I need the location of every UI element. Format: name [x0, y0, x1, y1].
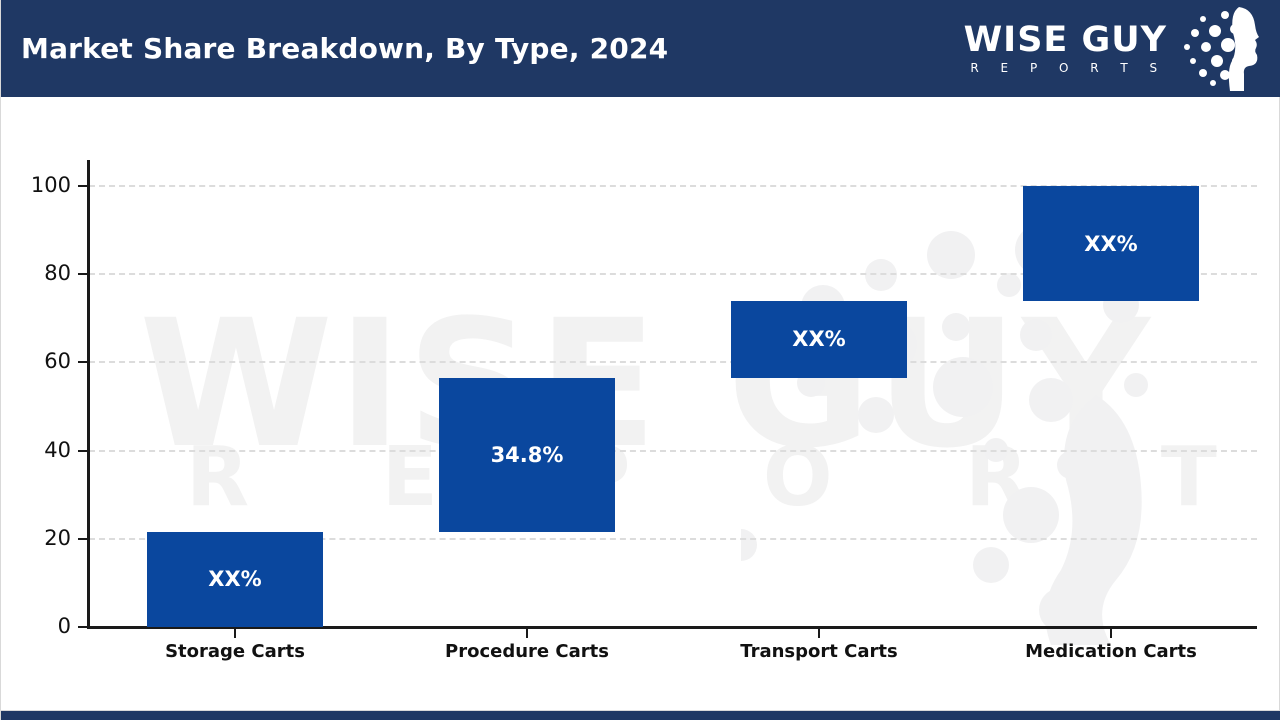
- x-category-label: Medication Carts: [1025, 641, 1197, 662]
- bar-medication-carts: XX%: [1023, 186, 1199, 302]
- waterfall-chart: 0 20 40 60 80 100 XX% Storage Carts 34.8% Procedu…: [1, 97, 1280, 710]
- x-category-label: Storage Carts: [165, 641, 305, 662]
- footer-divider: [1, 710, 1280, 711]
- bar-value-label: XX%: [792, 327, 846, 352]
- y-tick-mark-100: [78, 185, 87, 187]
- brand-name: WISE GUY: [963, 20, 1167, 60]
- x-axis-line: [87, 626, 1257, 629]
- bar-value-label: XX%: [1084, 231, 1138, 256]
- y-tick-mark-40: [78, 449, 87, 452]
- y-tick-label: 40: [44, 437, 71, 462]
- brand-subtitle: R E P O R T S: [970, 61, 1167, 75]
- y-tick-label: 80: [44, 261, 71, 286]
- y-tick-mark-80: [78, 273, 87, 276]
- dotted-face-icon: [1184, 6, 1259, 91]
- bar-value-label: XX%: [208, 567, 262, 592]
- x-category-label: Transport Carts: [740, 641, 898, 662]
- brand-logo-text: WISE GUY R E P O R T S: [963, 20, 1167, 75]
- brand-logo: WISE GUY R E P O R T S: [963, 6, 1259, 91]
- bar-value-label: 34.8%: [490, 442, 564, 467]
- x-tick-mark: [234, 628, 236, 638]
- page-title: Market Share Breakdown, By Type, 2024: [21, 32, 669, 65]
- x-category-label: Procedure Carts: [445, 641, 609, 662]
- x-tick-mark: [818, 628, 820, 638]
- bar-procedure-carts: 34.8%: [439, 378, 615, 532]
- y-tick-mark-20: [78, 537, 87, 540]
- gridline-80: [89, 273, 1257, 276]
- y-tick-label: 100: [30, 173, 71, 197]
- y-tick-label: 60: [44, 349, 71, 374]
- header-band: Market Share Breakdown, By Type, 2024 WI…: [1, 0, 1280, 97]
- bar-transport-carts: XX%: [731, 301, 907, 378]
- gridline-20: [89, 537, 1257, 540]
- gridline-100: [89, 185, 1257, 187]
- y-axis-line: [87, 160, 90, 629]
- bar-storage-carts: XX%: [147, 531, 323, 627]
- x-tick-mark: [526, 628, 528, 638]
- footer-band: [1, 711, 1280, 720]
- x-tick-mark: [1110, 628, 1112, 638]
- y-tick-label: 20: [44, 525, 71, 550]
- y-tick-label: 0: [57, 614, 71, 638]
- y-tick-mark-0: [78, 626, 87, 628]
- gridline-40: [89, 449, 1257, 452]
- gridline-60: [89, 361, 1257, 364]
- y-tick-mark-60: [78, 361, 87, 364]
